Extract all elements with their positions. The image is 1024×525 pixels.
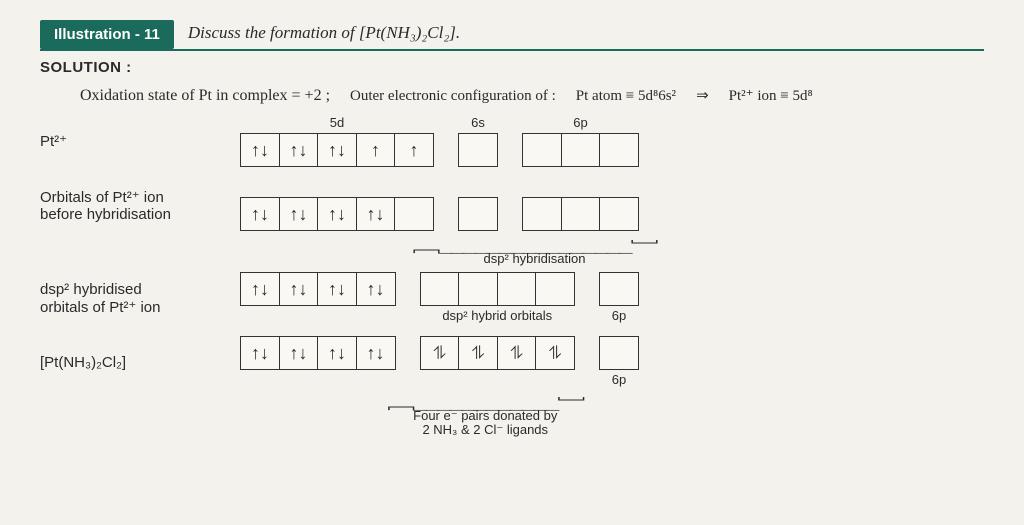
orbital-box [458, 272, 498, 306]
group-6p: 6p [599, 272, 639, 324]
label-6p: 6p [612, 372, 626, 388]
intro-line: Oxidation state of Pt in complex = +2 ; … [80, 86, 984, 105]
orbital-box: ↑↓ [356, 272, 396, 306]
orbital-box [599, 197, 639, 231]
orbital-box: ↑↓ [317, 336, 357, 370]
orbital-box [599, 133, 639, 167]
group-dsp2: dsp² hybrid orbitals [420, 272, 576, 324]
row-label: dsp² hybridised orbitals of Pt²⁺ ion [40, 281, 240, 316]
header: Illustration - 11 Discuss the formation … [40, 20, 984, 51]
group-6p: 6p [599, 336, 639, 388]
orbital-box: ↑↓ [356, 336, 396, 370]
orbital-box [535, 272, 575, 306]
row-label-line: Orbitals of Pt²⁺ ion [40, 188, 240, 206]
orbital-box [420, 272, 460, 306]
orbital-box: ⥮ [535, 336, 575, 370]
orbital-box: ↑↓ [240, 272, 280, 306]
row-label-line: before hybridisation [40, 206, 240, 223]
solution-label: SOLUTION : [40, 59, 984, 76]
orbital-diagram: Pt²⁺ 5d ↑↓ ↑↓ ↑↓ ↑ ↑ 6s 6p [40, 115, 984, 438]
orbital-box [561, 133, 601, 167]
orbital-box [561, 197, 601, 231]
row-label-line: orbitals of Pt²⁺ ion [40, 298, 240, 316]
label-6s: 6s [471, 115, 485, 131]
group-dsp2: ⥮ ⥮ ⥮ ⥮ [420, 336, 576, 370]
orbital-box [394, 197, 434, 231]
orbital-box [522, 197, 562, 231]
group-5d: ↑↓ ↑↓ ↑↓ ↑↓ [240, 272, 396, 306]
illustration-badge: Illustration - 11 [40, 20, 174, 49]
label-6p: 6p [573, 115, 587, 131]
group-5d: ↑↓ ↑↓ ↑↓ ↑↓ [240, 336, 396, 370]
pt-atom-config: Pt atom ≡ 5d⁸6s² [576, 88, 676, 105]
orbital-box [599, 336, 639, 370]
orbital-box: ↑↓ [240, 133, 280, 167]
outer-config-label: Outer electronic configuration of : [350, 88, 556, 105]
oxidation-state-text: Oxidation state of Pt in complex = +2 ; [80, 87, 330, 105]
label-5d: 5d [330, 115, 344, 131]
group-5d: ↑↓ ↑↓ ↑↓ ↑↓ [240, 179, 434, 231]
orbital-box [497, 272, 537, 306]
orbital-box: ↑ [356, 133, 396, 167]
orbital-box: ↑↓ [317, 133, 357, 167]
row-dsp2-hybridised: dsp² hybridised orbitals of Pt²⁺ ion ↑↓ … [40, 272, 984, 324]
orbital-box: ↑↓ [279, 197, 319, 231]
brace-dsp2-hybridisation: ﹇________________﹈ dsp² hybridisation [240, 243, 984, 266]
row-before-hybrid: Orbitals of Pt²⁺ ion before hybridisatio… [40, 179, 984, 231]
orbital-box: ↑ [394, 133, 434, 167]
prompt-text: Discuss the formation of [Pt(NH₃)₂Cl₂]. [188, 23, 460, 47]
row-complex: [Pt(NH₃)₂Cl₂] ↑↓ ↑↓ ↑↓ ↑↓ ⥮ ⥮ ⥮ ⥮ [40, 336, 984, 388]
brace-icon: ﹇____________﹈ [387, 403, 583, 408]
orbital-box: ⥮ [458, 336, 498, 370]
arrow: ⇒ [696, 86, 709, 105]
orbital-box: ↑↓ [240, 336, 280, 370]
pt-ion-config: Pt²⁺ ion ≡ 5d⁸ [729, 86, 813, 105]
orbital-box [458, 133, 498, 167]
prompt-formula: [Pt(NH₃)₂Cl₂]. [359, 23, 460, 42]
orbital-box [458, 197, 498, 231]
group-6p [522, 179, 639, 231]
brace-donated: ﹇____________﹈ Four e⁻ pairs donated by … [240, 400, 984, 438]
orbital-box: ↑↓ [317, 197, 357, 231]
orbital-box: ↑↓ [279, 133, 319, 167]
orbital-box [599, 272, 639, 306]
group-6p: 6p [522, 115, 639, 167]
prompt-prefix: Discuss the formation of [188, 23, 359, 42]
row-pt2plus: Pt²⁺ 5d ↑↓ ↑↓ ↑↓ ↑ ↑ 6s 6p [40, 115, 984, 167]
row-label-line: dsp² hybridised [40, 281, 240, 298]
row-label: Orbitals of Pt²⁺ ion before hybridisatio… [40, 188, 240, 223]
label-dsp2-orbitals: dsp² hybrid orbitals [442, 308, 552, 324]
orbital-box [522, 133, 562, 167]
orbital-box: ↑↓ [240, 197, 280, 231]
row-label: Pt²⁺ [40, 132, 240, 150]
brace-icon: ﹇________________﹈ [413, 246, 657, 251]
orbital-box: ⥮ [497, 336, 537, 370]
orbital-box: ⥮ [420, 336, 460, 370]
orbital-box: ↑↓ [317, 272, 357, 306]
group-6s: 6s [458, 115, 498, 167]
row-label: [Pt(NH₃)₂Cl₂] [40, 354, 240, 371]
label-6p: 6p [612, 308, 626, 324]
group-5d: 5d ↑↓ ↑↓ ↑↓ ↑ ↑ [240, 115, 434, 167]
brace-label: 2 NH₃ & 2 Cl⁻ ligands [422, 422, 548, 438]
group-6s [458, 179, 498, 231]
orbital-box: ↑↓ [356, 197, 396, 231]
orbital-box: ↑↓ [279, 272, 319, 306]
orbital-box: ↑↓ [279, 336, 319, 370]
